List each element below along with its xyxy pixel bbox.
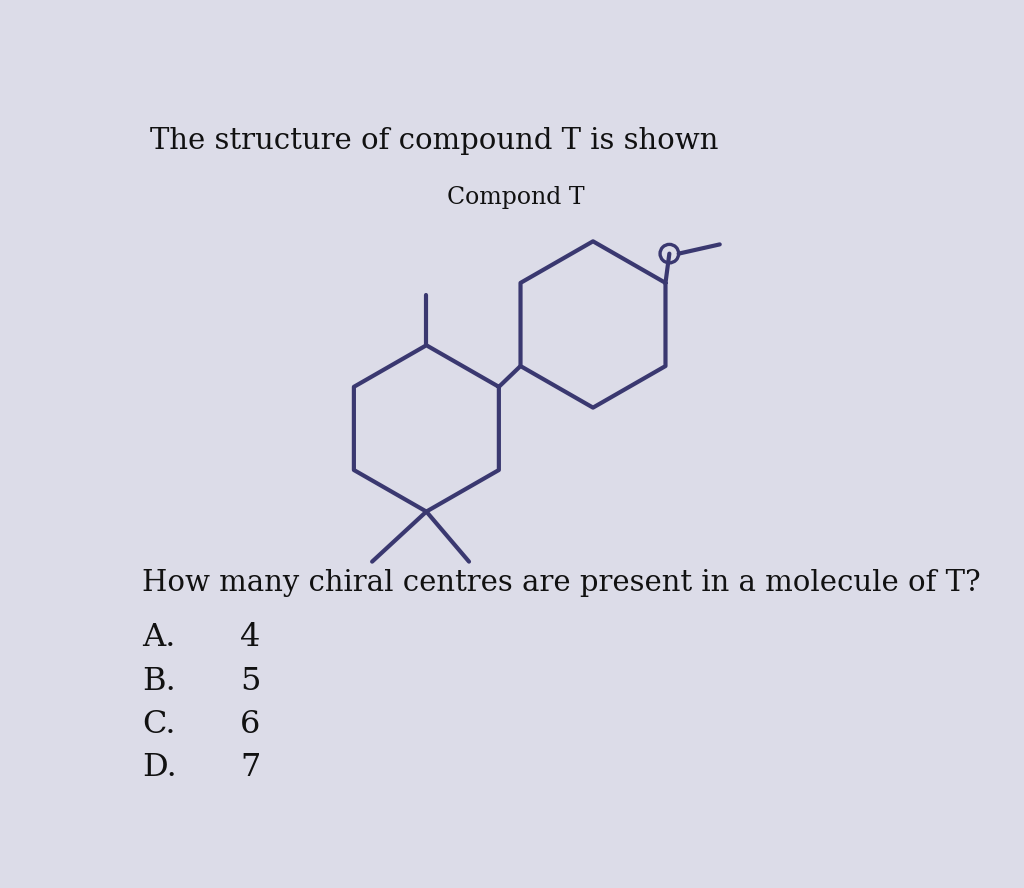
Text: D.: D. [142,752,177,783]
Text: 7: 7 [241,752,261,783]
Text: The structure of compound T is shown: The structure of compound T is shown [150,127,718,155]
Text: 5: 5 [241,666,261,696]
Text: Compond T: Compond T [446,186,585,209]
Text: A.: A. [142,622,175,654]
Text: B.: B. [142,666,176,696]
Text: How many chiral centres are present in a molecule of T?: How many chiral centres are present in a… [142,568,981,597]
Text: 4: 4 [241,622,261,654]
Text: C.: C. [142,709,175,740]
Text: 6: 6 [241,709,261,740]
